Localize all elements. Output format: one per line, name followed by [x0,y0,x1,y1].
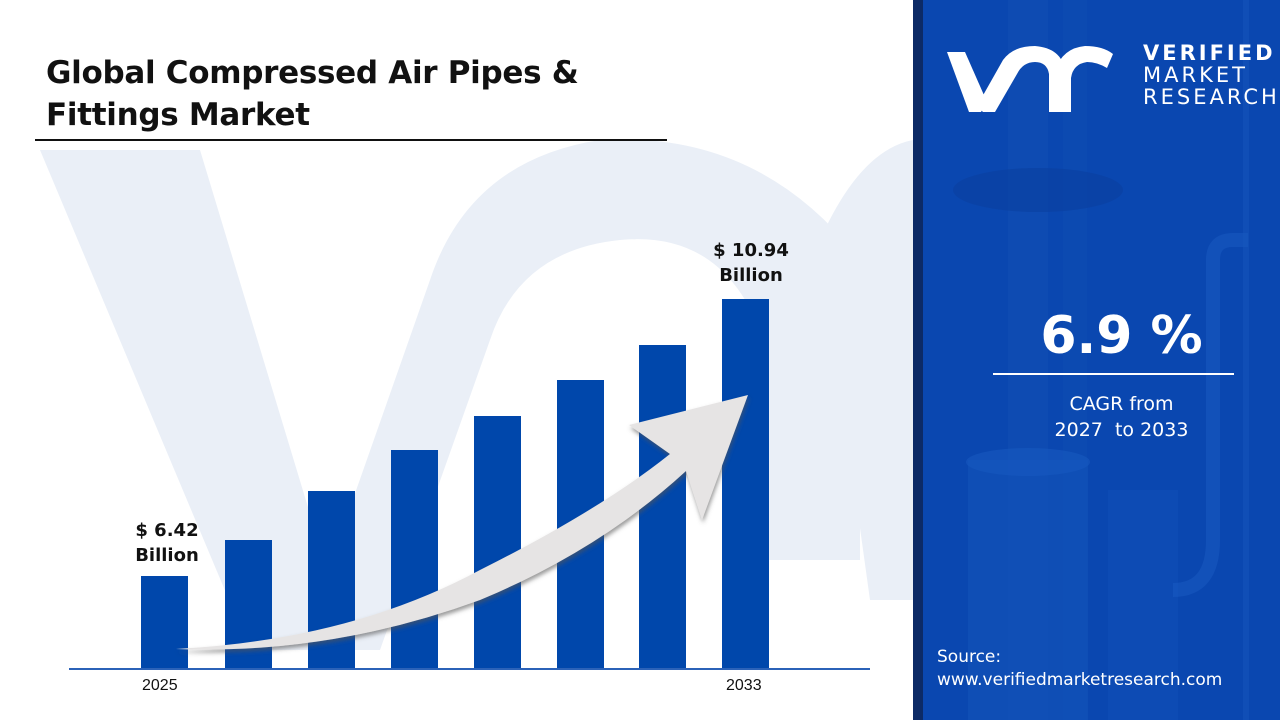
end-unit: Billion [719,265,783,286]
title-line-1: Global Compressed Air Pipes & [46,55,579,91]
bar-2028 [391,450,438,669]
source-citation: Source: www.verifiedmarketresearch.com [937,646,1222,692]
x-tick-2025: 2025 [142,677,178,694]
bar-2025 [141,576,188,669]
bar-2033 [722,299,769,669]
logo-line-3: RESEARCH [1143,85,1280,109]
cagr-divider [993,373,1234,375]
vmr-logo: VERIFIED MARKET RESEARCH ® [943,40,1280,120]
logo-line-2: MARKET [1143,63,1248,87]
cagr-label: CAGR from 2027 to 2033 [913,391,1280,443]
bar-2029 [474,416,521,669]
cagr-label-line-1: CAGR from [1069,393,1174,415]
info-sidebar: VERIFIED MARKET RESEARCH ® 6.9 % CAGR fr… [913,0,1280,720]
chart-panel: Global Compressed Air Pipes & Fittings M… [35,52,913,694]
logo-line-1: VERIFIED [1143,41,1276,65]
page-title: Global Compressed Air Pipes & Fittings M… [46,52,666,136]
bar-2026 [225,540,272,669]
end-value-label: $ 10.94 Billion [706,238,796,288]
start-unit: Billion [135,545,199,566]
title-underline [35,139,667,141]
end-value: $ 10.94 [713,240,789,261]
start-value-label: $ 6.42 Billion [122,518,212,568]
bar-2031 [639,345,686,669]
source-url: www.verifiedmarketresearch.com [937,670,1223,690]
logo-wordmark: VERIFIED MARKET RESEARCH [1143,42,1280,108]
x-axis-line [69,668,870,670]
bar-2030 [557,380,604,669]
cagr-label-line-2: 2027 to 2033 [1054,419,1189,441]
growth-arrow-icon [176,395,748,650]
source-label: Source: [937,647,1002,667]
title-line-2: Fittings Market [46,97,310,133]
industrial-background-icon [913,0,1280,720]
cagr-value: 6.9 % [1040,306,1203,366]
panel-edge-divider [913,0,923,720]
x-tick-2033: 2033 [726,677,762,694]
bar-chart: $ 6.42 Billion $ 10.94 Billion 2025 2033 [69,238,870,694]
bar-2027 [308,491,355,669]
start-value: $ 6.42 [135,520,199,541]
vmr-logo-mark-icon [947,46,1113,112]
